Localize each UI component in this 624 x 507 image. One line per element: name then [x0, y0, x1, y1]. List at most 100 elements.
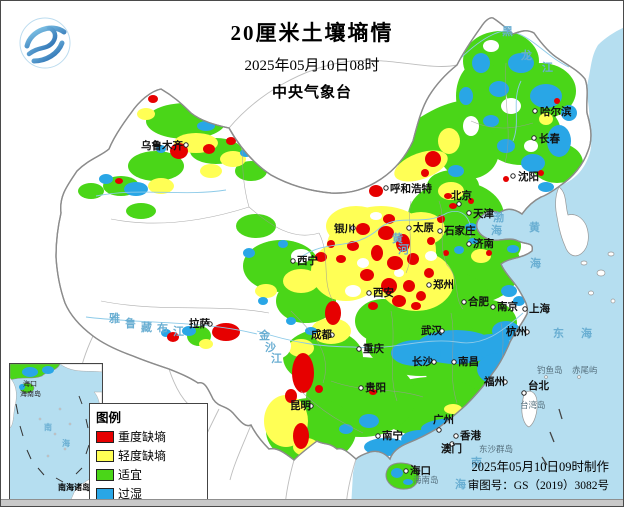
water-label-雅鲁藏布江: 鲁 [125, 316, 136, 330]
water-label-雅鲁藏布江: 江 [173, 324, 184, 338]
south-china-sea-inset: 南海 海口 海南岛南海诸岛 [9, 363, 103, 503]
suitable-swatch [96, 468, 114, 481]
city-marker-合肥 [461, 299, 467, 305]
city-marker-长沙 [431, 359, 437, 365]
city-label-南昌: 南昌 [458, 355, 479, 368]
water-label-金沙江: 沙 [265, 341, 276, 354]
city-label-济南: 济南 [473, 237, 494, 250]
water-label-渤海: 海 [491, 223, 502, 237]
water-label-南海: 南 [44, 422, 52, 432]
city-label-福州: 福州 [483, 375, 505, 388]
city-marker-杭州 [524, 329, 530, 335]
inset-islets [38, 407, 72, 458]
diaoyu-islet [544, 375, 548, 379]
water-label-黑龙江: 黑 [502, 25, 513, 38]
water-label-黄海: 黄 [529, 220, 540, 234]
water-label-东海: 海 [581, 326, 592, 340]
city-marker-郑州 [426, 282, 432, 288]
severe-deficit-label: 重度缺墒 [118, 430, 167, 444]
legend-row-suitable: 适宜 [96, 466, 202, 483]
city-marker-贵阳 [358, 385, 364, 391]
city-marker-海口 [403, 468, 409, 474]
inset-sea-labels: 南海 [44, 422, 70, 448]
city-label-石家庄: 石家庄 [443, 224, 476, 237]
legend-row-severe: 重度缺墒 [96, 428, 202, 445]
city-label-上海: 上海 [529, 302, 550, 315]
city-label-贵阳: 贵阳 [365, 381, 386, 394]
city-label-沈阳: 沈阳 [518, 170, 539, 183]
water-label-雅鲁藏布江: 雅 [109, 311, 120, 325]
city-marker-乌鲁木齐 [183, 142, 189, 148]
city-label-银川: 银川 [334, 222, 355, 235]
water-label-黄河: 河 [398, 242, 409, 256]
water-label-黑龙江: 龙 [520, 48, 532, 62]
city-label-香港: 香港 [459, 429, 481, 442]
suitable-label: 适宜 [118, 468, 143, 482]
water-label-南海: 南 [471, 455, 482, 469]
city-label-杭州: 杭州 [506, 325, 527, 338]
city-marker-南京 [490, 304, 496, 310]
city-marker-上海 [522, 306, 528, 312]
city-marker-台北 [521, 390, 527, 396]
city-label-拉萨: 拉萨 [189, 317, 210, 330]
city-label-海口: 海口 [410, 464, 431, 477]
map-footer: 2025年05月10日09时制作 审图号：GS（2019）3082号 [468, 456, 609, 493]
city-marker-银川 [350, 225, 356, 231]
city-label-昆明: 昆明 [290, 400, 311, 412]
city-marker-南宁 [375, 433, 381, 439]
water-label-南海: 海 [62, 438, 70, 448]
soil-moisture-regions [78, 30, 583, 460]
city-label-郑州: 郑州 [433, 278, 454, 291]
city-marker-西安 [366, 290, 372, 296]
city-marker-天津 [466, 210, 472, 216]
too-wet-label: 过湿 [118, 487, 143, 501]
city-marker-济南 [466, 241, 472, 247]
legend-title: 图例 [96, 411, 122, 425]
city-marker-成都 [329, 332, 335, 338]
korea-peninsula [555, 186, 589, 257]
inset-nine-dash-line [15, 395, 90, 483]
city-label-澳门: 澳门 [441, 442, 462, 455]
city-label-长春: 长春 [539, 132, 560, 145]
island-label-台湾岛: 台湾岛 [520, 400, 546, 410]
severe-deficit-swatch [96, 430, 114, 443]
city-marker-北京 [456, 201, 462, 207]
bottom-window-edge [1, 499, 623, 506]
city-label-重庆: 重庆 [363, 342, 384, 355]
city-label-南京: 南京 [497, 300, 518, 313]
province-borders [100, 62, 534, 434]
city-marker-武汉 [439, 328, 445, 334]
city-marker-澳门 [449, 441, 455, 447]
inset-label-海口: 海口 [23, 379, 37, 388]
water-label-黄河: 黄 [392, 231, 403, 245]
chiwei-islet [577, 375, 581, 379]
map-approval-number: 审图号：GS（2019）3082号 [467, 480, 609, 492]
city-marker-西宁 [290, 258, 296, 264]
light-deficit-swatch [96, 449, 114, 462]
china-border [55, 17, 592, 461]
city-label-广州: 广州 [433, 413, 454, 426]
city-label-长沙: 长沙 [412, 355, 433, 368]
city-label-南宁: 南宁 [382, 429, 403, 442]
city-marker-太原 [406, 225, 412, 231]
sea-and-river-labels: 渤海 黄海东 海南海黑龙江黄河金沙江雅鲁藏布江 [109, 25, 592, 491]
city-label-西安: 西安 [373, 286, 394, 299]
cma-logo [19, 17, 71, 69]
city-label-合肥: 合肥 [467, 295, 489, 308]
island-label-赤尾屿: 赤尾屿 [572, 365, 598, 375]
city-marker-香港 [453, 433, 459, 439]
water-label-黄海: 海 [530, 256, 541, 270]
islands [385, 186, 616, 490]
city-label-乌鲁木齐: 乌鲁木齐 [141, 139, 183, 152]
island-label-钓鱼岛: 钓鱼岛 [537, 365, 563, 375]
inset-label-南海诸岛: 南海诸岛 [58, 482, 90, 492]
water-label-黑龙江: 江 [542, 60, 553, 74]
inset-label-海南岛: 海南岛 [20, 389, 41, 398]
city-label-天津: 天津 [473, 207, 494, 220]
too-wet-swatch [96, 487, 114, 500]
city-marker-拉萨 [207, 321, 213, 327]
